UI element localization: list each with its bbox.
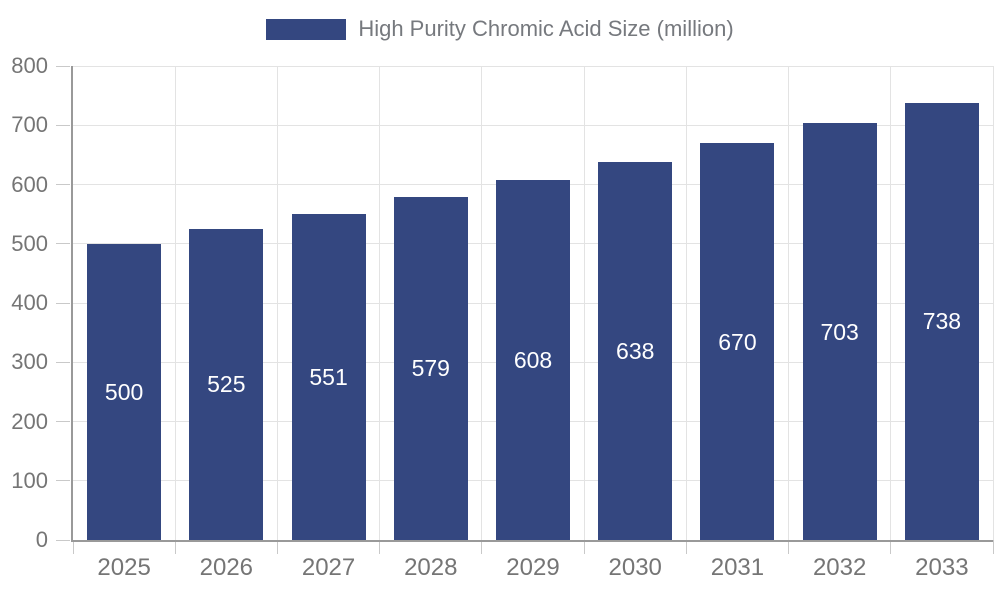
bar-value-label: 738 <box>922 308 962 335</box>
y-tick-label: 400 <box>11 290 48 315</box>
bar-2030[interactable] <box>598 161 673 540</box>
bar-2033[interactable] <box>904 102 979 540</box>
plot-area: 0 100 200 300 400 500 600 700 800 500 2025 525 2026 5… <box>11 53 994 581</box>
x-tick-label: 2030 <box>608 554 662 581</box>
bar-value-label: 608 <box>513 346 553 373</box>
x-axis-tick <box>276 540 278 554</box>
x-tick-label: 2028 <box>404 554 458 581</box>
bar-value-label: 579 <box>411 355 450 382</box>
y-axis-tick <box>56 480 70 482</box>
y-tick-label: 800 <box>11 53 48 78</box>
x-tick-label: 2032 <box>812 554 867 581</box>
y-axis-tick <box>56 65 70 67</box>
bar-value-label: 525 <box>207 371 246 398</box>
x-gridline <box>685 66 687 540</box>
y-tick-label: 500 <box>11 230 48 256</box>
x-tick-label: 2031 <box>710 554 765 581</box>
x-gridline <box>583 66 585 540</box>
y-tick-label: 300 <box>11 349 48 375</box>
bar-value-label: 670 <box>718 328 757 355</box>
x-axis-tick <box>583 540 585 554</box>
bar-value-label: 703 <box>820 318 859 345</box>
y-axis-tick <box>56 124 70 126</box>
x-axis-tick <box>72 540 74 554</box>
bar-2026[interactable] <box>189 228 264 540</box>
x-axis-tick <box>992 540 994 554</box>
y-axis-tick <box>56 421 70 422</box>
x-gridline <box>379 66 381 540</box>
x-axis-tick <box>379 540 381 554</box>
bar-2029[interactable] <box>496 179 570 540</box>
x-axis-tick <box>788 540 790 554</box>
bar-2025[interactable] <box>87 243 162 540</box>
y-axis-line <box>71 66 73 540</box>
x-tick-label: 2025 <box>97 554 151 581</box>
y-tick-label: 0 <box>35 527 48 552</box>
x-axis-tick <box>685 540 687 554</box>
x-axis-line <box>71 540 993 542</box>
y-tick-label: 100 <box>11 467 48 493</box>
bar-value-label: 500 <box>104 378 144 405</box>
legend-swatch-icon <box>266 18 347 40</box>
x-gridline <box>890 66 892 540</box>
y-axis-tick <box>56 539 70 541</box>
x-tick-label: 2029 <box>506 554 560 581</box>
bar-2027[interactable] <box>291 213 366 540</box>
bar-value-label: 551 <box>309 363 348 390</box>
y-gridline <box>73 124 993 126</box>
y-tick-label: 700 <box>11 112 48 138</box>
legend-label: High Purity Chromic Acid Size (million) <box>358 16 734 41</box>
bar-2028[interactable] <box>393 196 468 540</box>
x-gridline <box>992 66 994 540</box>
y-axis-tick <box>56 184 70 185</box>
x-tick-label: 2026 <box>199 554 254 581</box>
y-gridline <box>73 65 993 67</box>
bar-2031[interactable] <box>700 143 775 540</box>
x-tick-label: 2033 <box>915 554 969 581</box>
bar-value-label: 638 <box>616 337 655 364</box>
chart-legend[interactable]: High Purity Chromic Acid Size (million) <box>0 16 1000 42</box>
y-tick-label: 600 <box>11 171 48 197</box>
y-axis-tick <box>56 361 70 363</box>
x-axis-tick <box>890 540 892 554</box>
x-gridline <box>174 66 176 540</box>
y-tick-label: 200 <box>11 408 48 434</box>
y-axis-tick <box>56 302 70 304</box>
x-gridline <box>788 66 790 540</box>
x-gridline <box>481 66 483 540</box>
bar-2032[interactable] <box>802 123 877 540</box>
x-tick-label: 2027 <box>301 554 356 581</box>
x-axis-tick <box>174 540 176 554</box>
x-axis-tick <box>481 540 483 554</box>
x-gridline <box>276 66 278 540</box>
y-axis-tick <box>56 243 70 245</box>
